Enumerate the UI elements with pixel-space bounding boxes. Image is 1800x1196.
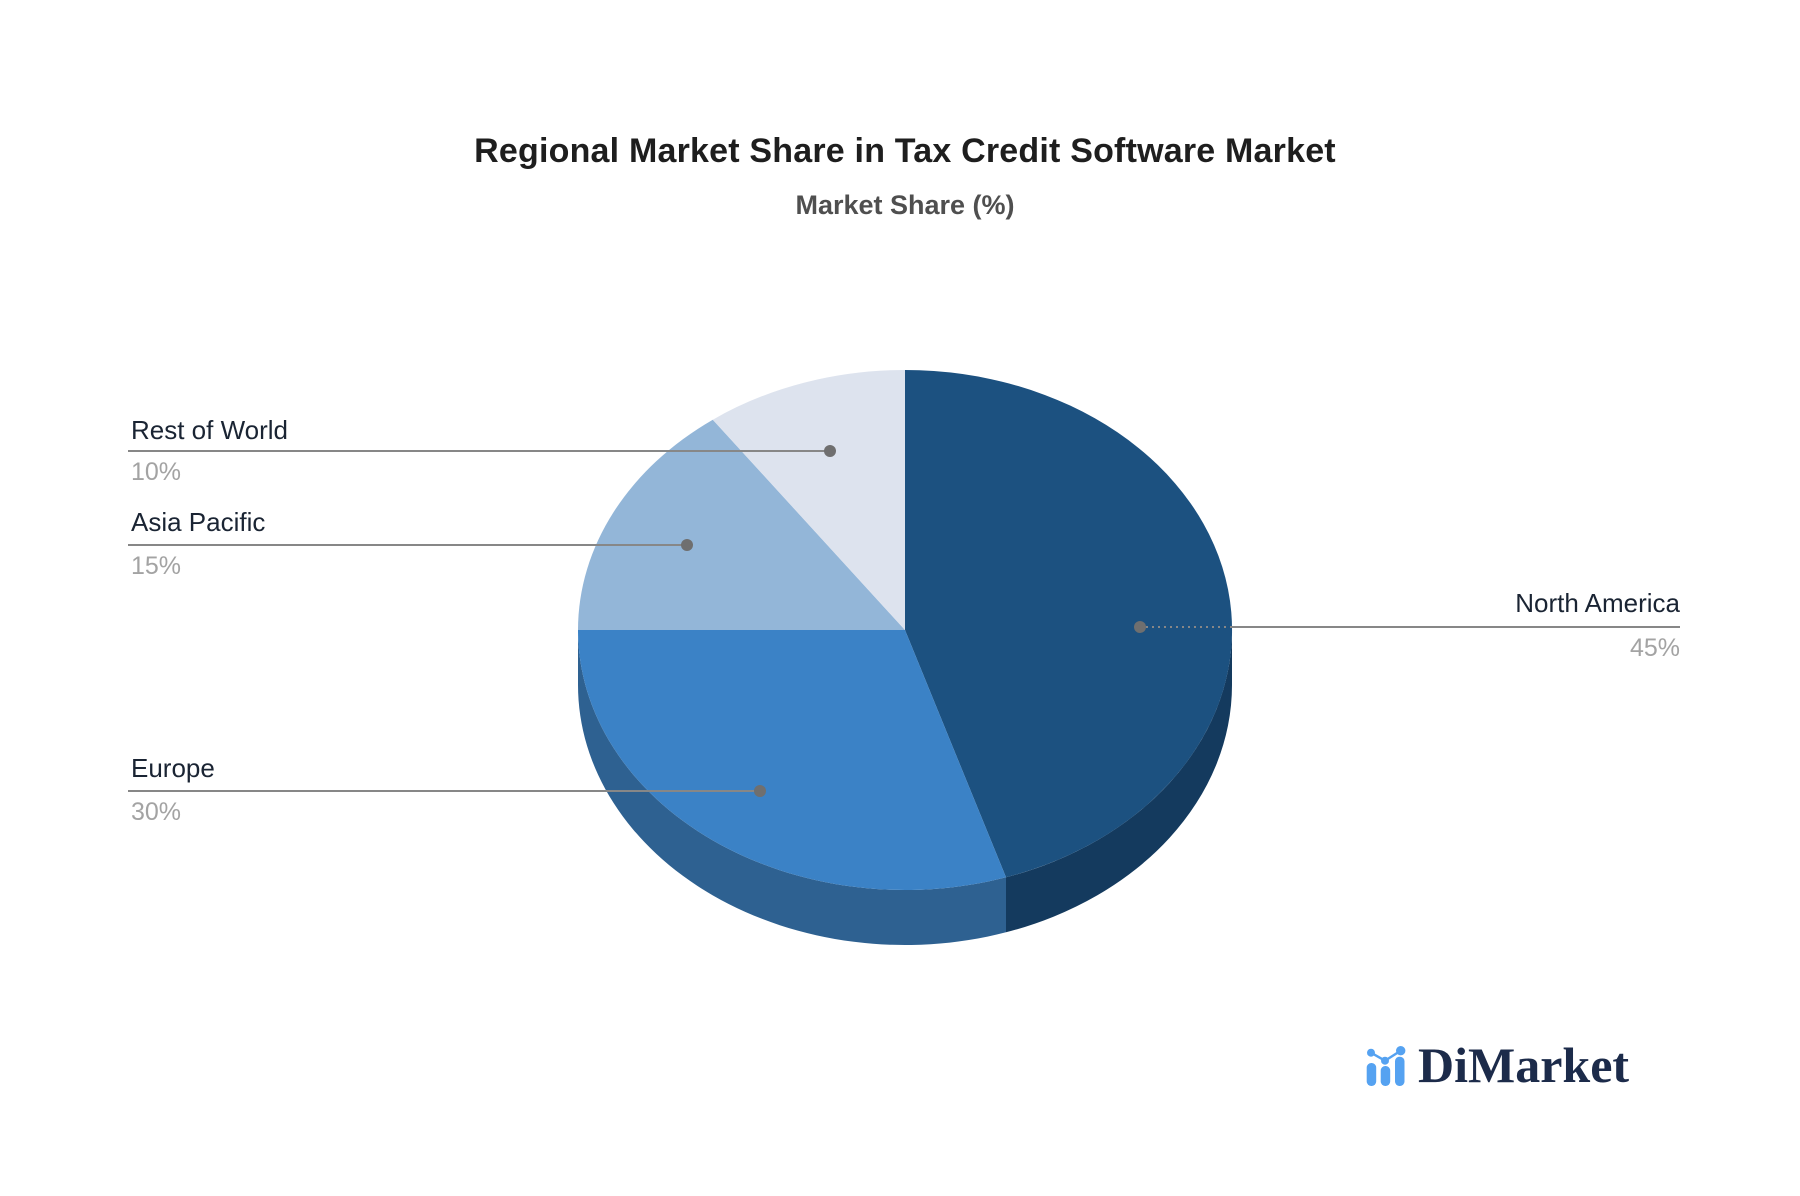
callout-label-asia-pacific: Asia Pacific bbox=[131, 507, 266, 537]
callout-label-europe: Europe bbox=[131, 753, 215, 783]
leader-dot-north-america bbox=[1134, 621, 1146, 633]
callout-value-europe: 30% bbox=[131, 798, 182, 826]
logo-bar bbox=[1380, 1066, 1391, 1086]
chart-title: Regional Market Share in Tax Credit Soft… bbox=[474, 132, 1336, 170]
chart-subtitle: Market Share (%) bbox=[795, 190, 1015, 220]
brand-logo: DiMarket bbox=[1362, 1036, 1642, 1100]
logo-trend-dot bbox=[1381, 1056, 1389, 1065]
logo-bar bbox=[1395, 1056, 1405, 1086]
north-america-slice-side bbox=[1006, 630, 1232, 933]
callout-leaders bbox=[128, 445, 1680, 797]
leader-dot-europe bbox=[754, 785, 766, 797]
rest-of-world-slice bbox=[712, 370, 905, 630]
logo-trend-dot bbox=[1367, 1048, 1375, 1057]
callout-value-north-america: 45% bbox=[1629, 634, 1680, 662]
europe-slice-side bbox=[578, 630, 1006, 946]
leader-dot-asia-pacific bbox=[681, 539, 693, 551]
logo-bar bbox=[1366, 1063, 1377, 1086]
pie-3d-depth bbox=[578, 630, 1232, 946]
logo-trend-dot bbox=[1396, 1046, 1406, 1056]
asia-pacific-slice bbox=[578, 419, 905, 630]
pie-slices bbox=[578, 370, 1233, 891]
callout-label-rest-of-world: Rest of World bbox=[131, 415, 289, 445]
callout-label-north-america: North America bbox=[1515, 588, 1680, 618]
europe-slice bbox=[578, 630, 1006, 891]
north-america-slice bbox=[905, 370, 1233, 878]
leader-dot-rest-of-world bbox=[824, 445, 836, 457]
callout-value-asia-pacific: 15% bbox=[131, 552, 182, 580]
callout-value-rest-of-world: 10% bbox=[131, 458, 182, 486]
brand-logo-text: DiMarket bbox=[1418, 1037, 1630, 1093]
bar-chart-trend-icon bbox=[1366, 1046, 1406, 1086]
